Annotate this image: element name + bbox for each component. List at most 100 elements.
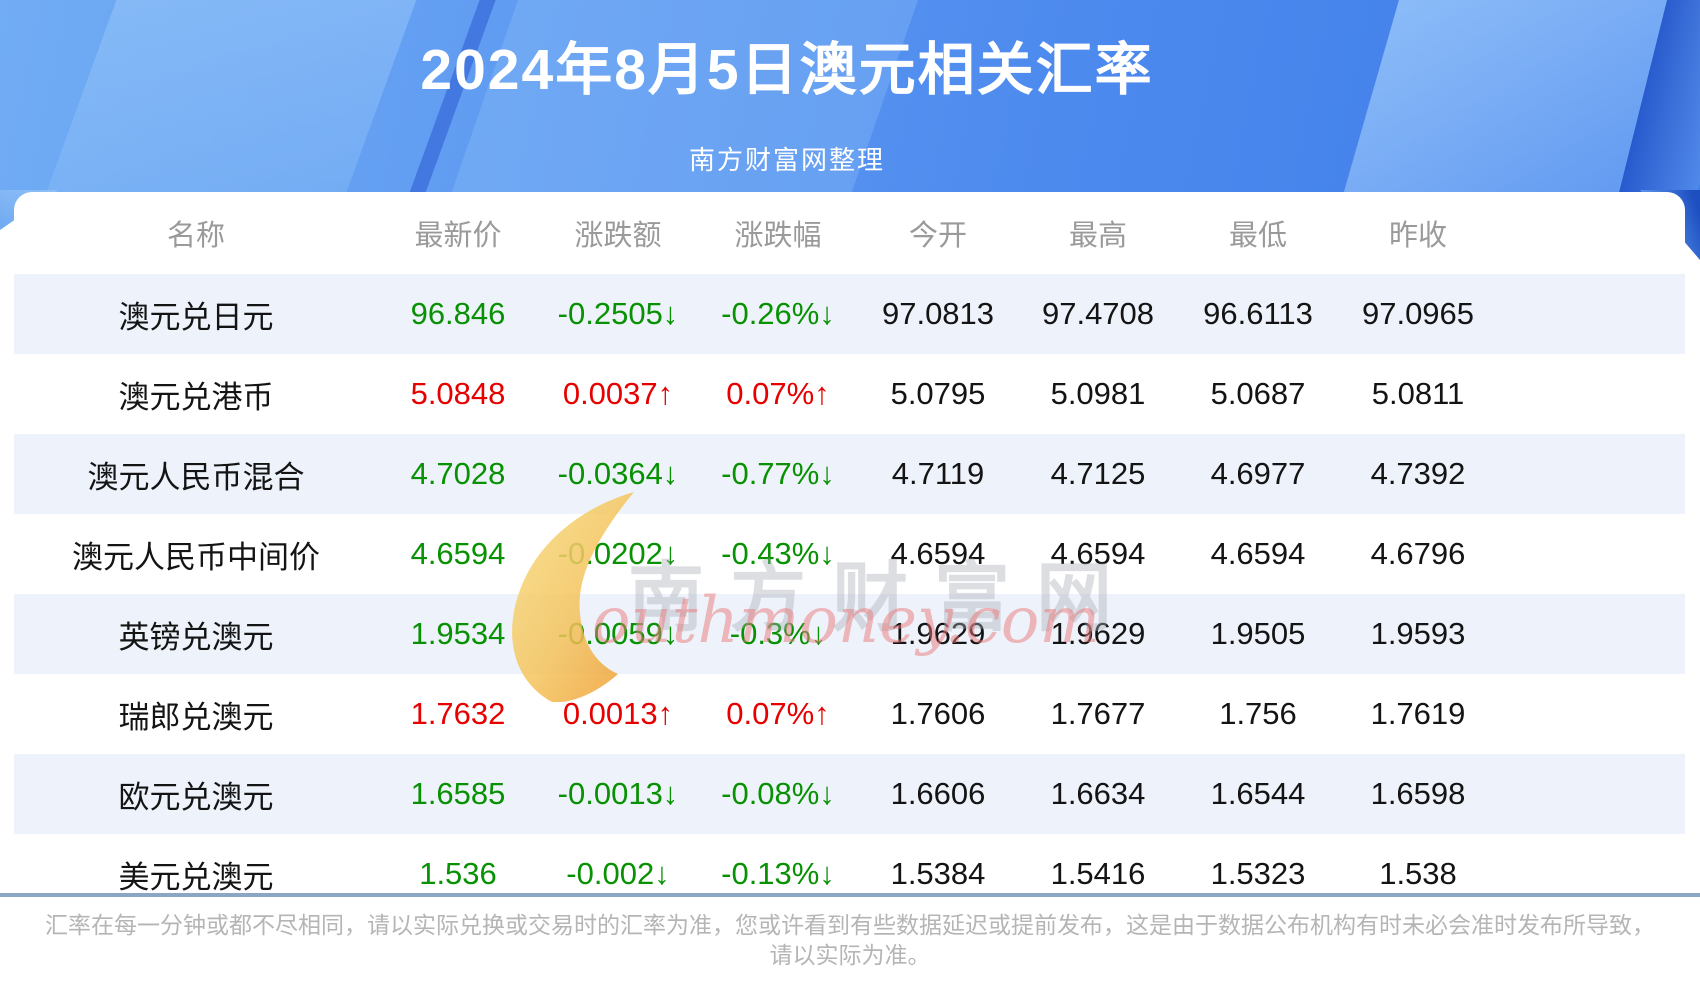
latest-price: 1.536 <box>419 856 497 891</box>
low-price: 4.6594 <box>1210 536 1306 571</box>
low-price: 1.756 <box>1219 696 1297 731</box>
open-price: 97.0813 <box>858 274 1018 354</box>
latest-price: 96.846 <box>378 274 538 354</box>
col-header-change: 涨跌额 <box>574 220 662 252</box>
pair-name: 澳元人民币混合 <box>14 434 378 514</box>
low-price: 4.6977 <box>1178 434 1338 514</box>
col-header-high: 最高 <box>1068 220 1127 252</box>
low-price: 1.9505 <box>1178 594 1338 674</box>
change-amount: 0.0037↑ <box>562 376 674 411</box>
change-amount: -0.0202↓ <box>557 536 679 571</box>
high-price: 97.4708 <box>1018 274 1178 354</box>
prev-close: 5.0811 <box>1371 376 1465 411</box>
pair-name: 英镑兑澳元 <box>14 594 378 674</box>
change-amount: -0.0013↓ <box>538 754 698 834</box>
prev-close: 1.9593 <box>1338 594 1498 674</box>
table-row: 澳元人民币混合 4.7028 -0.0364↓ -0.77%↓ 4.7119 4.7125… <box>14 434 1685 514</box>
latest-price: 5.0848 <box>410 376 506 411</box>
col-header-prev-close: 昨收 <box>1388 220 1447 252</box>
change-amount: -0.0364↓ <box>538 434 698 514</box>
low-price: 1.5323 <box>1210 856 1306 891</box>
rates-card: 名称 最新价 涨跌额 涨跌幅 今开 最高 最低 昨收 澳元兑日元 96.846 -0… <box>14 192 1685 895</box>
row-filler <box>1498 594 1685 674</box>
hero-text-block: 2024年8月5日澳元相关汇率 南方财富网整理 <box>0 0 1574 177</box>
page-title: 2024年8月5日澳元相关汇率 <box>420 38 1154 102</box>
change-percent: -0.26%↓ <box>698 274 858 354</box>
change-percent: 0.07%↑ <box>726 696 830 731</box>
change-amount: -0.2505↓ <box>538 274 698 354</box>
high-price: 4.7125 <box>1018 434 1178 514</box>
table-row: 美元兑澳元 1.536 -0.002↓ -0.13%↓ 1.5384 1.5416 1.53… <box>14 834 1685 914</box>
table-row: 英镑兑澳元 1.9534 -0.0059↓ -0.3%↓ 1.9629 1.9629 1.9… <box>14 594 1685 674</box>
open-price: 1.7606 <box>890 696 986 731</box>
hero-banner: 2024年8月5日澳元相关汇率 南方财富网整理 <box>0 0 1700 192</box>
change-percent: -0.43%↓ <box>721 536 835 571</box>
rates-table: 名称 最新价 涨跌额 涨跌幅 今开 最高 最低 昨收 澳元兑日元 96.846 -0… <box>14 192 1685 914</box>
change-percent: 0.07%↑ <box>726 376 830 411</box>
open-price: 1.6606 <box>858 754 1018 834</box>
high-price: 1.9629 <box>1018 594 1178 674</box>
change-percent: -0.13%↓ <box>721 856 835 891</box>
high-price: 1.5416 <box>1050 856 1146 891</box>
table-row: 澳元兑港币 5.0848 0.0037↑ 0.07%↑ 5.0795 5.0981 5.06… <box>14 354 1685 434</box>
table-row: 欧元兑澳元 1.6585 -0.0013↓ -0.08%↓ 1.6606 1.6634 1.… <box>14 754 1685 834</box>
prev-close: 1.538 <box>1379 856 1457 891</box>
high-price: 1.6634 <box>1018 754 1178 834</box>
table-row: 澳元人民币中间价 4.6594 -0.0202↓ -0.43%↓ 4.6594 4.659… <box>14 514 1685 594</box>
high-price: 1.7677 <box>1050 696 1146 731</box>
row-filler <box>1498 834 1685 914</box>
table-header-row: 名称 最新价 涨跌额 涨跌幅 今开 最高 最低 昨收 <box>14 192 1685 274</box>
col-header-low: 最低 <box>1228 220 1287 252</box>
col-header-filler <box>1498 192 1685 274</box>
row-filler <box>1498 674 1685 754</box>
col-header-change-pct: 涨跌幅 <box>734 220 822 252</box>
open-price: 1.9629 <box>858 594 1018 674</box>
low-price: 96.6113 <box>1178 274 1338 354</box>
change-percent: -0.77%↓ <box>698 434 858 514</box>
col-header-open: 今开 <box>908 220 967 252</box>
pair-name: 美元兑澳元 <box>118 859 274 895</box>
footer-disclaimer: 汇率在每一分钟或都不尽相同，请以实际兑换或交易时的汇率为准，您或许看到有些数据延… <box>0 910 1700 970</box>
change-amount: -0.002↓ <box>566 856 670 891</box>
high-price: 4.6594 <box>1050 536 1146 571</box>
open-price: 4.6594 <box>890 536 986 571</box>
table-body: 澳元兑日元 96.846 -0.2505↓ -0.26%↓ 97.0813 97.4708… <box>14 274 1685 914</box>
low-price: 1.6544 <box>1178 754 1338 834</box>
pair-name: 瑞郎兑澳元 <box>118 699 274 735</box>
latest-price: 1.9534 <box>378 594 538 674</box>
open-price: 5.0795 <box>890 376 986 411</box>
row-filler <box>1498 434 1685 514</box>
pair-name: 澳元兑港币 <box>118 379 274 415</box>
change-percent: -0.08%↓ <box>698 754 858 834</box>
prev-close: 1.6598 <box>1338 754 1498 834</box>
pair-name: 澳元兑日元 <box>14 274 378 354</box>
latest-price: 4.6594 <box>410 536 506 571</box>
row-filler <box>1498 274 1685 354</box>
prev-close: 4.7392 <box>1338 434 1498 514</box>
high-price: 5.0981 <box>1050 376 1146 411</box>
footer-line-1: 汇率在每一分钟或都不尽相同，请以实际兑换或交易时的汇率为准，您或许看到有些数据延… <box>45 912 1655 938</box>
latest-price: 1.6585 <box>378 754 538 834</box>
pair-name: 澳元人民币中间价 <box>72 539 320 575</box>
change-amount: 0.0013↑ <box>562 696 674 731</box>
prev-close: 97.0965 <box>1338 274 1498 354</box>
table-row: 瑞郎兑澳元 1.7632 0.0013↑ 0.07%↑ 1.7606 1.7677 1.75… <box>14 674 1685 754</box>
change-amount: -0.0059↓ <box>538 594 698 674</box>
row-filler <box>1498 514 1685 594</box>
open-price: 4.7119 <box>858 434 1018 514</box>
col-header-name: 名称 <box>166 220 225 252</box>
table-row: 澳元兑日元 96.846 -0.2505↓ -0.26%↓ 97.0813 97.4708… <box>14 274 1685 354</box>
row-filler <box>1498 354 1685 434</box>
col-header-latest: 最新价 <box>414 220 502 252</box>
prev-close: 4.6796 <box>1370 536 1466 571</box>
row-filler <box>1498 754 1685 834</box>
footer-divider <box>0 893 1700 897</box>
prev-close: 1.7619 <box>1370 696 1466 731</box>
latest-price: 4.7028 <box>378 434 538 514</box>
open-price: 1.5384 <box>890 856 986 891</box>
footer-line-2: 请以实际为准。 <box>769 942 931 968</box>
pair-name: 欧元兑澳元 <box>14 754 378 834</box>
low-price: 5.0687 <box>1210 376 1306 411</box>
latest-price: 1.7632 <box>410 696 506 731</box>
change-percent: -0.3%↓ <box>698 594 858 674</box>
